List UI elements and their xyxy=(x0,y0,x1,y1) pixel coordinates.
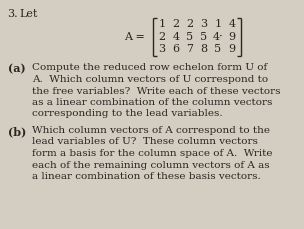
Text: 5: 5 xyxy=(214,44,222,54)
Text: 8: 8 xyxy=(200,44,208,54)
Text: each of the remaining column vectors of A as: each of the remaining column vectors of … xyxy=(32,161,270,169)
Text: 5: 5 xyxy=(200,32,208,42)
Text: 3: 3 xyxy=(158,44,166,54)
Text: (a): (a) xyxy=(8,63,26,74)
Text: lead variables of U?  These column vectors: lead variables of U? These column vector… xyxy=(32,137,258,147)
Text: 4: 4 xyxy=(228,19,236,29)
Text: 6: 6 xyxy=(172,44,180,54)
Text: the free variables?  Write each of these vectors: the free variables? Write each of these … xyxy=(32,87,281,95)
Text: 4·: 4· xyxy=(213,32,223,42)
Text: 3.: 3. xyxy=(7,9,18,19)
Text: as a linear combination of the column vectors: as a linear combination of the column ve… xyxy=(32,98,272,107)
Text: Compute the reduced row echelon form U of: Compute the reduced row echelon form U o… xyxy=(32,63,267,73)
Text: 2: 2 xyxy=(172,19,180,29)
Text: corresponding to the lead variables.: corresponding to the lead variables. xyxy=(32,109,223,118)
Text: 4: 4 xyxy=(172,32,180,42)
Text: 5: 5 xyxy=(186,32,194,42)
Text: 2: 2 xyxy=(186,19,194,29)
Text: form a basis for the column space of A.  Write: form a basis for the column space of A. … xyxy=(32,149,272,158)
Text: (b): (b) xyxy=(8,126,26,137)
Text: Which column vectors of A correspond to the: Which column vectors of A correspond to … xyxy=(32,126,270,135)
Text: 2: 2 xyxy=(158,32,166,42)
Text: 9: 9 xyxy=(228,44,236,54)
Text: 7: 7 xyxy=(186,44,194,54)
Text: 3: 3 xyxy=(200,19,208,29)
Text: 1: 1 xyxy=(158,19,166,29)
Text: A =: A = xyxy=(124,32,145,42)
Text: a linear combination of these basis vectors.: a linear combination of these basis vect… xyxy=(32,172,261,181)
Text: A.  Which column vectors of U correspond to: A. Which column vectors of U correspond … xyxy=(32,75,268,84)
Text: Let: Let xyxy=(19,9,37,19)
Text: 1: 1 xyxy=(214,19,222,29)
Text: 9: 9 xyxy=(228,32,236,42)
